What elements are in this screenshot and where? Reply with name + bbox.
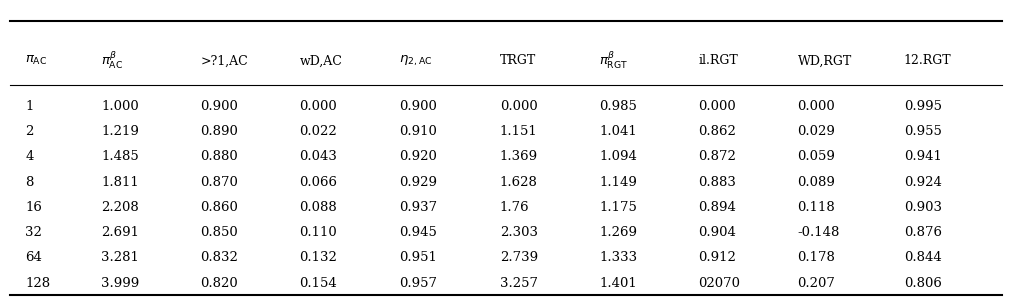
Text: 1.219: 1.219 — [101, 125, 139, 138]
Text: 0.910: 0.910 — [398, 125, 436, 138]
Text: 1.628: 1.628 — [499, 176, 537, 188]
Text: 0.000: 0.000 — [499, 100, 537, 113]
Text: 2.303: 2.303 — [499, 226, 538, 239]
Text: 0.957: 0.957 — [398, 277, 437, 289]
Text: 0.945: 0.945 — [398, 226, 436, 239]
Text: 2: 2 — [25, 125, 33, 138]
Text: WD,RGT: WD,RGT — [797, 54, 851, 67]
Text: 1.811: 1.811 — [101, 176, 139, 188]
Text: 0.904: 0.904 — [698, 226, 735, 239]
Text: 0.029: 0.029 — [797, 125, 834, 138]
Text: 0.000: 0.000 — [797, 100, 834, 113]
Text: 0.088: 0.088 — [299, 201, 337, 214]
Text: 32: 32 — [25, 226, 42, 239]
Text: 1.369: 1.369 — [499, 150, 538, 163]
Text: 0.941: 0.941 — [903, 150, 940, 163]
Text: 0.955: 0.955 — [903, 125, 940, 138]
Text: $\pi^{\beta}_{\mathrm{AC}}$: $\pi^{\beta}_{\mathrm{AC}}$ — [101, 50, 123, 71]
Text: 0.820: 0.820 — [200, 277, 238, 289]
Text: >?1,AC: >?1,AC — [200, 54, 248, 67]
Text: 0.872: 0.872 — [698, 150, 735, 163]
Text: 0.844: 0.844 — [903, 251, 940, 264]
Text: 0.860: 0.860 — [200, 201, 238, 214]
Text: 16: 16 — [25, 201, 42, 214]
Text: 0.207: 0.207 — [797, 277, 834, 289]
Text: 1.094: 1.094 — [599, 150, 636, 163]
Text: 2.208: 2.208 — [101, 201, 139, 214]
Text: TRGT: TRGT — [499, 54, 536, 67]
Text: 1.76: 1.76 — [499, 201, 529, 214]
Text: 3.999: 3.999 — [101, 277, 140, 289]
Text: 0.089: 0.089 — [797, 176, 834, 188]
Text: 0.900: 0.900 — [398, 100, 436, 113]
Text: 0.937: 0.937 — [398, 201, 437, 214]
Text: wD,AC: wD,AC — [299, 54, 342, 67]
Text: 1.041: 1.041 — [599, 125, 636, 138]
Text: 1: 1 — [25, 100, 33, 113]
Text: 0.995: 0.995 — [903, 100, 941, 113]
Text: 0.066: 0.066 — [299, 176, 338, 188]
Text: 0.022: 0.022 — [299, 125, 337, 138]
Text: 0.000: 0.000 — [698, 100, 735, 113]
Text: 1.401: 1.401 — [599, 277, 636, 289]
Text: 0.951: 0.951 — [398, 251, 436, 264]
Text: $\pi_{\mathrm{AC}}$: $\pi_{\mathrm{AC}}$ — [25, 54, 48, 67]
Text: 0.043: 0.043 — [299, 150, 337, 163]
Text: 0.929: 0.929 — [398, 176, 437, 188]
Text: -0.148: -0.148 — [797, 226, 839, 239]
Text: 02070: 02070 — [698, 277, 740, 289]
Text: 3.257: 3.257 — [499, 277, 538, 289]
Text: 12.RGT: 12.RGT — [903, 54, 950, 67]
Text: 0.912: 0.912 — [698, 251, 735, 264]
Text: 0.059: 0.059 — [797, 150, 834, 163]
Text: 0.985: 0.985 — [599, 100, 636, 113]
Text: 0.883: 0.883 — [698, 176, 735, 188]
Text: 0.118: 0.118 — [797, 201, 834, 214]
Text: il.RGT: il.RGT — [698, 54, 737, 67]
Text: 1.485: 1.485 — [101, 150, 139, 163]
Text: 4: 4 — [25, 150, 33, 163]
Text: 0.880: 0.880 — [200, 150, 238, 163]
Text: $\eta_{2,\mathrm{AC}}$: $\eta_{2,\mathrm{AC}}$ — [398, 54, 432, 68]
Text: 0.870: 0.870 — [200, 176, 238, 188]
Text: 64: 64 — [25, 251, 42, 264]
Text: 0.903: 0.903 — [903, 201, 941, 214]
Text: 2.691: 2.691 — [101, 226, 140, 239]
Text: 1.333: 1.333 — [599, 251, 637, 264]
Text: 0.894: 0.894 — [698, 201, 735, 214]
Text: 128: 128 — [25, 277, 51, 289]
Text: 1.151: 1.151 — [499, 125, 537, 138]
Text: 1.175: 1.175 — [599, 201, 636, 214]
Text: 0.890: 0.890 — [200, 125, 238, 138]
Text: 0.154: 0.154 — [299, 277, 337, 289]
Text: 0.920: 0.920 — [398, 150, 436, 163]
Text: 8: 8 — [25, 176, 33, 188]
Text: 0.924: 0.924 — [903, 176, 940, 188]
Text: 0.862: 0.862 — [698, 125, 735, 138]
Text: 0.832: 0.832 — [200, 251, 238, 264]
Text: 0.850: 0.850 — [200, 226, 238, 239]
Text: 0.806: 0.806 — [903, 277, 940, 289]
Text: 1.269: 1.269 — [599, 226, 637, 239]
Text: 0.178: 0.178 — [797, 251, 834, 264]
Text: 2.739: 2.739 — [499, 251, 538, 264]
Text: $\pi^{\beta}_{\mathrm{RGT}}$: $\pi^{\beta}_{\mathrm{RGT}}$ — [599, 50, 628, 71]
Text: 0.000: 0.000 — [299, 100, 337, 113]
Text: 0.876: 0.876 — [903, 226, 941, 239]
Text: 3.281: 3.281 — [101, 251, 139, 264]
Text: 0.132: 0.132 — [299, 251, 337, 264]
Text: 0.900: 0.900 — [200, 100, 238, 113]
Text: 0.110: 0.110 — [299, 226, 337, 239]
Text: 1.000: 1.000 — [101, 100, 139, 113]
Text: 1.149: 1.149 — [599, 176, 636, 188]
